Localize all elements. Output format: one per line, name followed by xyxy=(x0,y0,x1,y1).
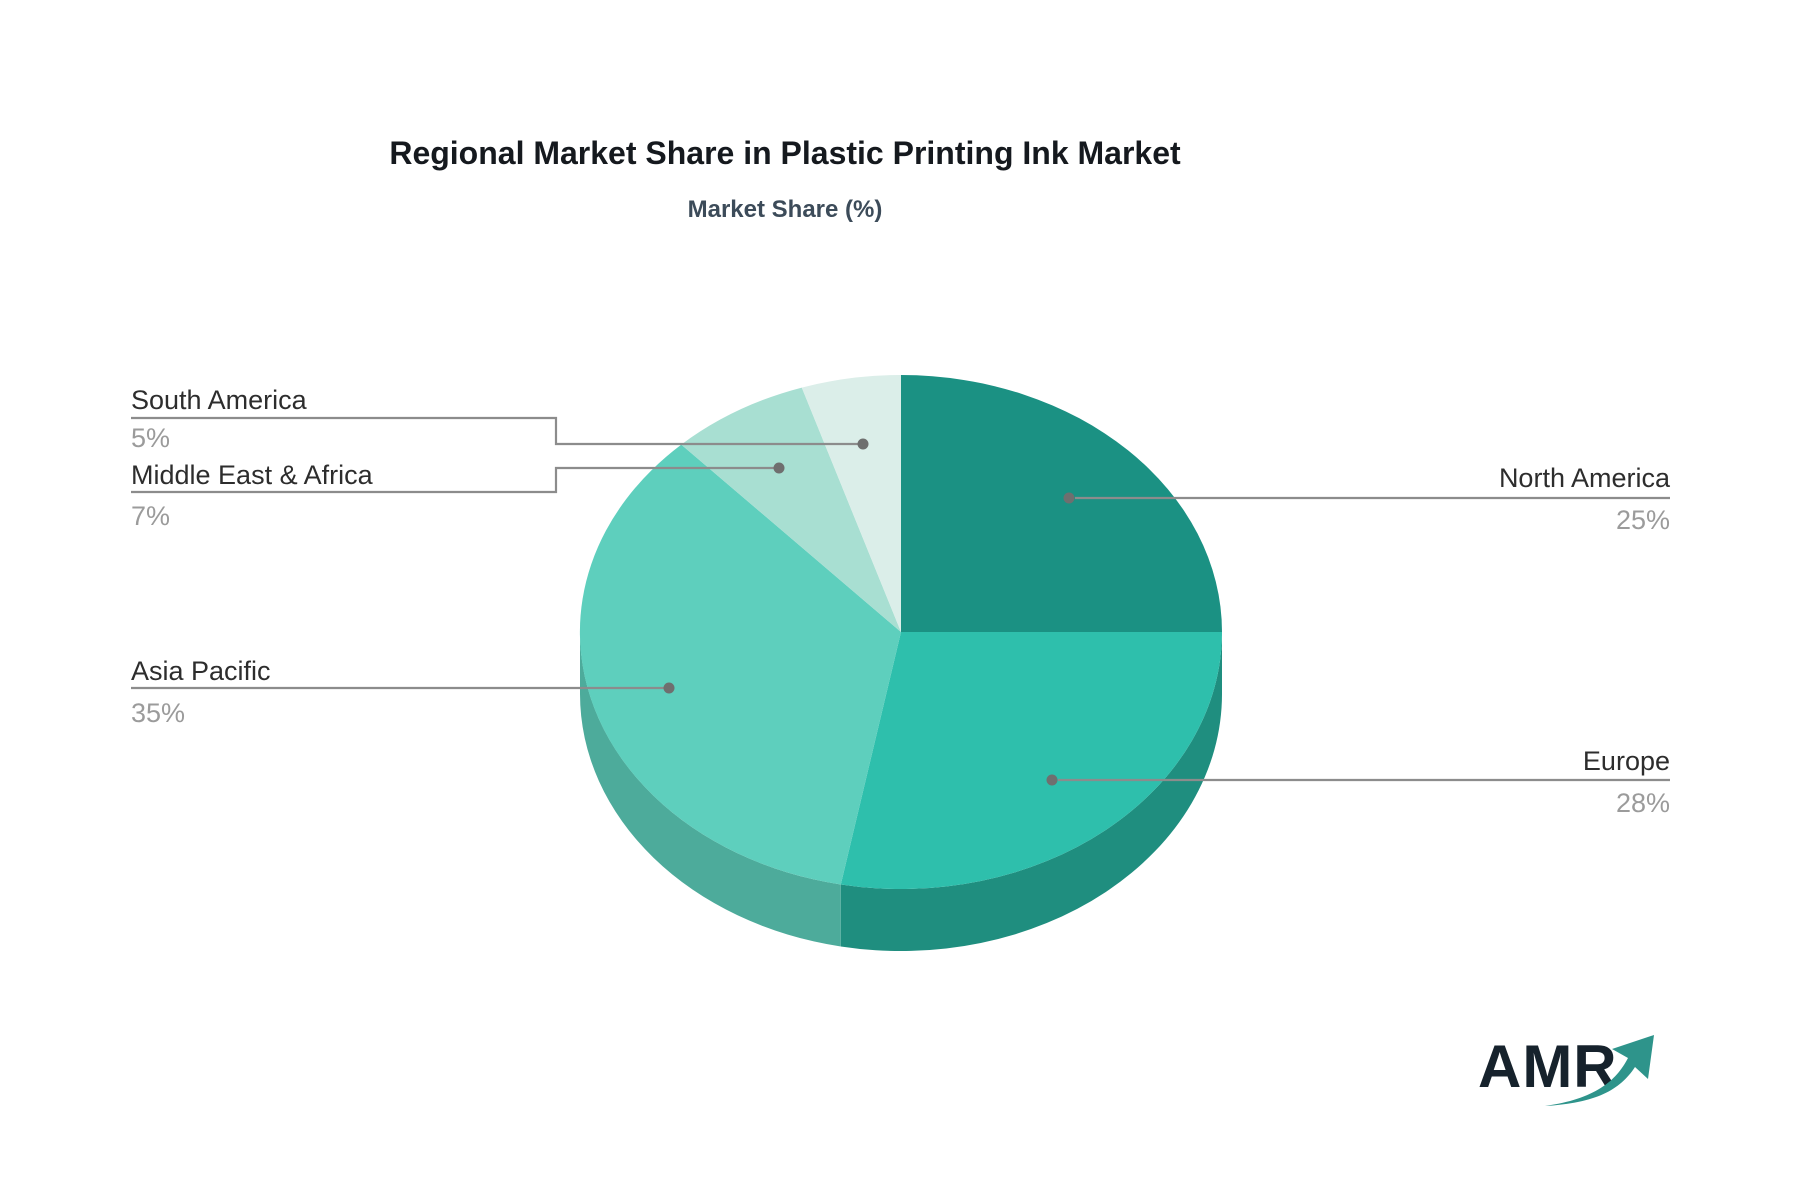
amr-logo-text: AMR xyxy=(1478,1033,1618,1100)
leader-line-south-america xyxy=(131,416,858,446)
pie-slice-middle-east-africa[interactable] xyxy=(681,387,901,632)
page-title: Regional Market Share in Plastic Printin… xyxy=(389,135,1181,171)
value-europe: 28% xyxy=(1616,788,1670,818)
leader-lines xyxy=(131,416,1670,786)
value-north-america: 25% xyxy=(1616,505,1670,535)
trend-up-arrow-icon xyxy=(1545,1035,1654,1106)
leader-dot-middle-east-africa xyxy=(773,462,785,474)
label-north-america: North America xyxy=(1499,463,1671,493)
label-middle-east-africa: Middle East & Africa xyxy=(131,460,374,490)
value-middle-east-africa: 7% xyxy=(131,501,170,531)
pie-slice-south-america[interactable] xyxy=(801,375,901,632)
callout-labels-left: South America 5% Middle East & Africa 7%… xyxy=(131,385,374,728)
pie-3d-walls xyxy=(580,632,1223,952)
leader-line-middle-east-africa xyxy=(131,466,774,494)
pie-slice-europe[interactable] xyxy=(840,632,1222,890)
leader-dot-north-america xyxy=(1063,492,1075,504)
label-asia-pacific: Asia Pacific xyxy=(131,656,271,686)
pie-slice-north-america[interactable] xyxy=(901,375,1222,632)
callout-labels-right: North America 25% Europe 28% xyxy=(1499,463,1671,818)
label-europe: Europe xyxy=(1583,746,1670,776)
pie-wall-asia-pacific xyxy=(580,632,841,947)
label-south-america: South America xyxy=(131,385,308,415)
leader-dot-asia-pacific xyxy=(663,682,675,694)
leader-dot-europe xyxy=(1046,774,1058,786)
leader-dot-south-america xyxy=(857,438,869,450)
pie-slice-asia-pacific[interactable] xyxy=(579,444,901,885)
pie-wall-europe xyxy=(840,632,1223,952)
pie-slices xyxy=(579,375,1222,890)
value-south-america: 5% xyxy=(131,423,170,453)
amr-logo: AMR xyxy=(1478,1033,1654,1106)
page-subtitle: Market Share (%) xyxy=(688,196,883,223)
value-asia-pacific: 35% xyxy=(131,698,185,728)
